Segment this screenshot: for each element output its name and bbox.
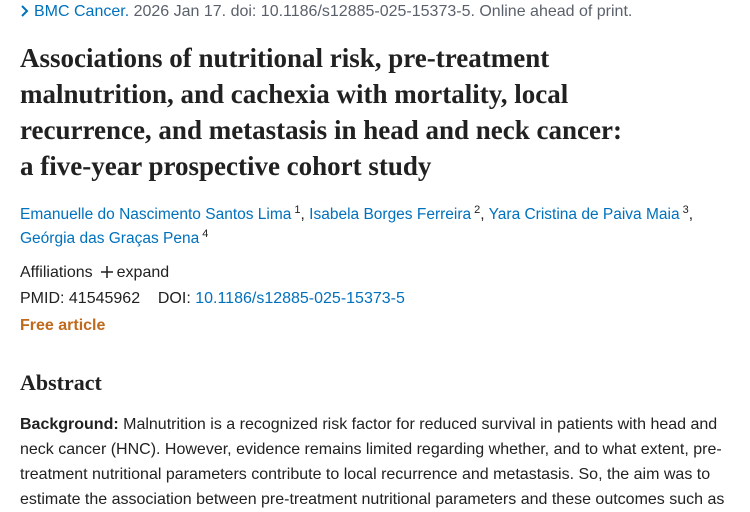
citation-details: 2026 Jan 17. doi: 10.1186/s12885-025-153… [133,3,633,20]
author-link[interactable]: Isabela Borges Ferreira [309,206,472,223]
doi-link[interactable]: 10.1186/s12885-025-15373-5 [195,290,405,307]
free-article: Free article [20,317,106,334]
affiliation-ref[interactable]: 3 [682,204,689,216]
title-line: a five-year prospective cohort study [20,151,432,181]
pmid-value: 41545962 [68,290,141,307]
title-line: Associations of nutritional risk, pre-tr… [20,43,550,73]
pmid-label: PMID: [20,290,65,307]
affiliations-label: Affiliations [20,264,93,281]
abstract-paragraph: Background: Malnutrition is a recognized… [20,412,724,512]
abstract-heading: Abstract [20,370,102,395]
title-line: recurrence, and metastasis in head and n… [20,115,622,145]
background-label: Background: [20,416,119,433]
identifiers: PMID: 41545962 DOI: 10.1186/s12885-025-1… [20,290,405,308]
paragraph-line: treatment nutritional parameters contrib… [20,466,711,483]
affiliations-toggle[interactable]: Affiliations expand [20,264,169,282]
chevron-icon [21,5,29,17]
affiliation-ref[interactable]: 1 [294,204,301,216]
affiliation-ref[interactable]: 4 [202,228,209,240]
body: BMC Cancer. 2026 Jan 17. doi: 10.1186/s1… [20,3,725,508]
author-link[interactable]: Geórgia das Graças Pena [20,230,200,247]
paragraph-text: Malnutrition is a recognized risk factor… [118,416,718,433]
separator: , [688,206,693,223]
separator: , [480,206,485,223]
page: PubMed article {"citation": {"journal": … [20,3,725,508]
journal-link[interactable]: BMC Cancer. [34,3,130,20]
title-line: malnutrition, and cachexia with mortalit… [20,79,569,109]
citation: BMC Cancer. 2026 Jan 17. doi: 10.1186/s1… [20,3,632,21]
paragraph-line: neck cancer (HNC). However, evidence rem… [20,441,722,458]
plus-icon [100,266,113,278]
affiliation-ref[interactable]: 2 [474,204,481,216]
author-list: Emanuelle do Nascimento Santos Lima 1, Is… [20,203,693,251]
author-link[interactable]: Yara Cristina de Paiva Maia [488,206,680,223]
paragraph-line: Background: Malnutrition is a recognized… [20,412,724,437]
doi-label: DOI: [157,290,191,307]
separator: , [300,206,305,223]
article-title: Associations of nutritional risk, pre-tr… [20,40,622,184]
expand-label: expand [116,264,170,281]
author-link[interactable]: Emanuelle do Nascimento Santos Lima [20,206,292,223]
